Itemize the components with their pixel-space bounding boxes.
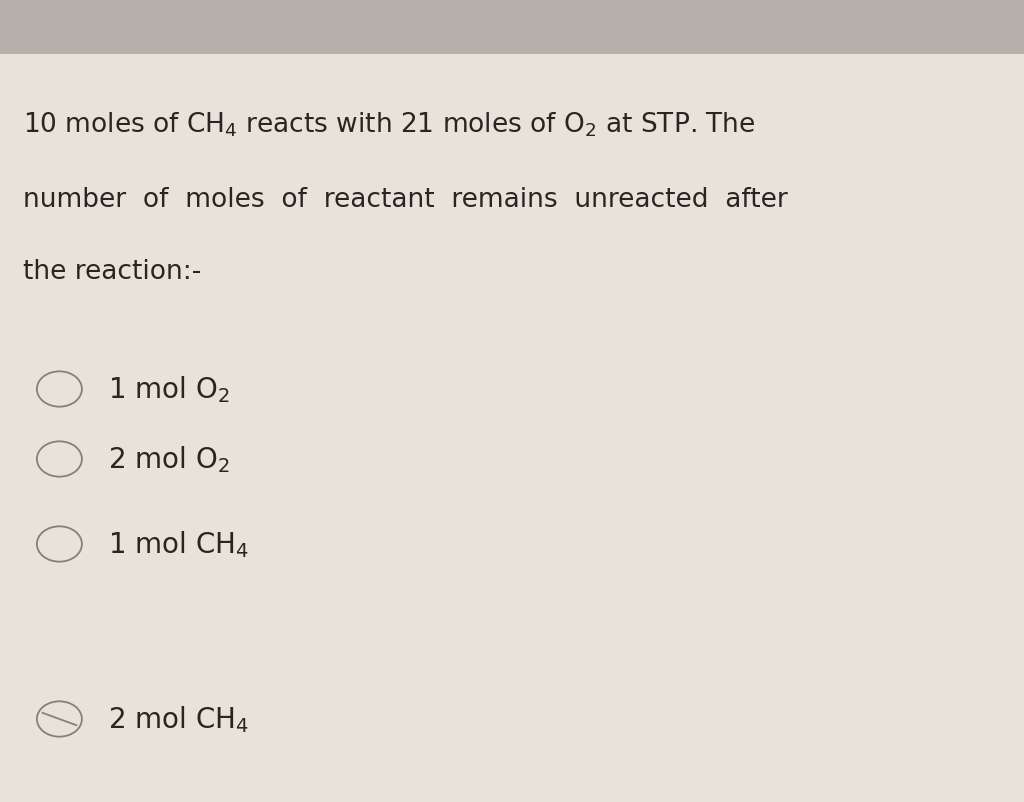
Text: 1 mol O$_2$: 1 mol O$_2$ (108, 375, 229, 405)
Text: 10 moles of CH$_4$ reacts with 21 moles of O$_2$ at STP. The: 10 moles of CH$_4$ reacts with 21 moles … (23, 111, 755, 139)
Text: number  of  moles  of  reactant  remains  unreacted  after: number of moles of reactant remains unre… (23, 187, 787, 213)
Text: 2 mol CH$_4$: 2 mol CH$_4$ (108, 703, 249, 735)
Text: the reaction:-: the reaction:- (23, 259, 201, 285)
Text: 2 mol O$_2$: 2 mol O$_2$ (108, 444, 229, 475)
Text: 1 mol CH$_4$: 1 mol CH$_4$ (108, 529, 249, 560)
Bar (0, 0, 1024, 55)
